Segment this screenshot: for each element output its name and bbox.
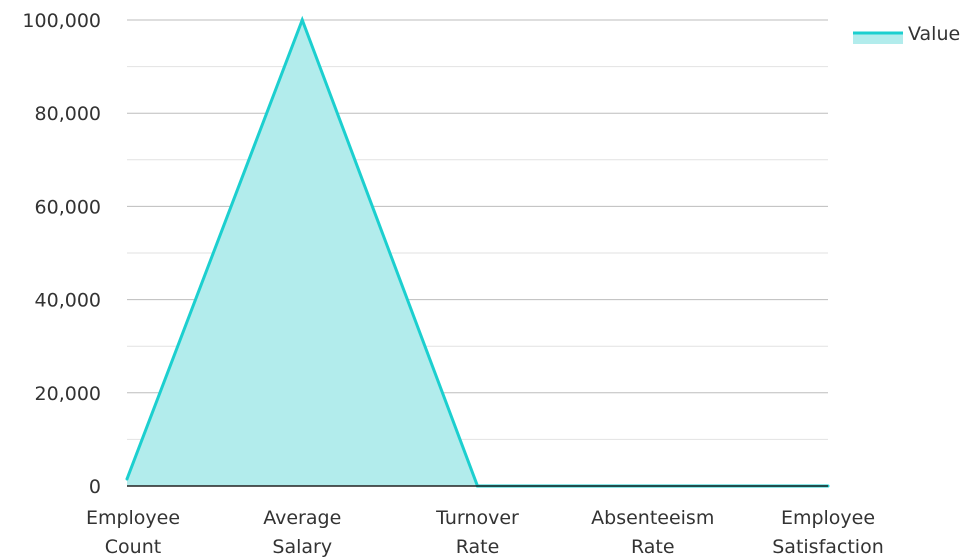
x-tick-label: Rate xyxy=(456,536,500,558)
x-tick-label: Salary xyxy=(272,536,332,558)
x-tick-label: Absenteeism xyxy=(591,507,714,529)
y-tick-label: 20,000 xyxy=(35,383,101,405)
data-point xyxy=(300,18,304,22)
series-area-fill xyxy=(127,20,828,486)
legend-swatch-fill xyxy=(853,32,903,44)
x-axis-tick-labels: Employee Count Average Salary Turnover Rate Ab… xyxy=(86,507,884,558)
x-tick-label: Count xyxy=(105,536,161,558)
y-axis-tick-labels: 0 20,000 40,000 60,000 80,000 100,000 xyxy=(22,10,101,498)
y-tick-label: 60,000 xyxy=(35,196,101,218)
legend[interactable]: Value xyxy=(853,23,960,45)
x-tick-label: Satisfaction xyxy=(772,536,884,558)
data-point xyxy=(125,477,129,481)
x-tick-label: Rate xyxy=(631,536,675,558)
y-tick-label: 40,000 xyxy=(35,290,101,312)
y-tick-label: 100,000 xyxy=(22,10,101,32)
x-tick-label: Employee xyxy=(781,507,875,529)
y-tick-label: 0 xyxy=(89,476,101,498)
legend-label: Value xyxy=(908,23,960,45)
y-tick-label: 80,000 xyxy=(35,103,101,125)
x-tick-label: Employee xyxy=(86,507,180,529)
x-tick-label: Average xyxy=(263,507,341,529)
x-tick-label: Turnover xyxy=(435,507,519,529)
